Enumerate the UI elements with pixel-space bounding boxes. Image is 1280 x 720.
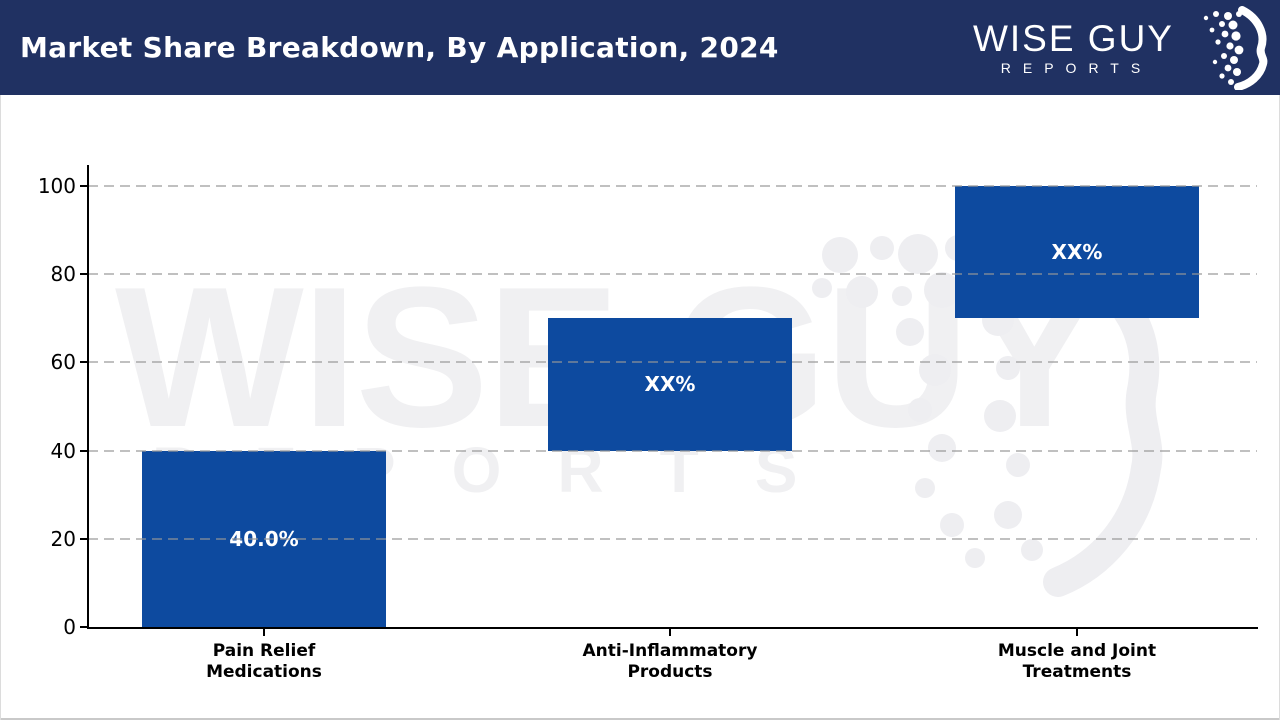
brand-tagline: REPORTS — [1000, 60, 1153, 76]
y-tick-mark — [80, 449, 87, 452]
gridline — [88, 185, 1257, 187]
x-axis-category-line: Pain Relief — [212, 641, 316, 661]
y-tick-label: 0 — [63, 615, 76, 639]
x-axis-category-line: Anti-Inflammatory — [582, 641, 758, 661]
y-tick-label: 40 — [50, 438, 76, 463]
x-axis-line — [87, 627, 1258, 629]
header: Market Share Breakdown, By Application, … — [0, 0, 1280, 95]
x-axis-category-line: Products — [627, 662, 713, 682]
watermark-brand-tagline: REPORTS — [152, 434, 854, 506]
x-tick-mark — [1076, 629, 1078, 636]
y-tick-label: 80 — [50, 262, 76, 287]
y-axis-line — [87, 165, 89, 629]
brand-face-icon — [1203, 5, 1268, 90]
x-tick-mark — [669, 629, 671, 636]
x-axis-category-line: Muscle and Joint — [997, 641, 1157, 661]
y-tick-label: 60 — [50, 350, 76, 375]
y-tick-mark — [80, 361, 87, 364]
y-tick-mark — [80, 537, 87, 540]
page-title: Market Share Breakdown, By Application, … — [20, 31, 779, 64]
x-tick-mark — [263, 629, 265, 636]
y-tick-mark — [80, 185, 87, 187]
x-axis-category-line: Medications — [206, 662, 322, 682]
x-axis-category-label: Pain Relief Medications — [104, 641, 424, 683]
brand-text: WISE GUY REPORTS — [973, 20, 1174, 75]
y-tick-mark — [80, 273, 87, 276]
brand-name: WISE GUY — [972, 18, 1174, 59]
y-tick-label: 20 — [50, 526, 76, 551]
x-axis-category-label: Anti-Inflammatory Products — [510, 641, 830, 683]
y-tick-label: 100 — [37, 174, 76, 198]
bottom-edge-line — [0, 718, 1280, 720]
left-edge-line — [0, 95, 1, 720]
watermark-face-icon — [812, 234, 1163, 597]
x-axis-category-line: Treatments — [1022, 662, 1132, 682]
x-axis-category-label: Muscle and Joint Treatments — [917, 641, 1237, 683]
bar-value-label: 40.0% — [229, 526, 299, 551]
brand-logo: WISE GUY REPORTS — [973, 5, 1280, 90]
y-tick-mark — [80, 626, 87, 628]
